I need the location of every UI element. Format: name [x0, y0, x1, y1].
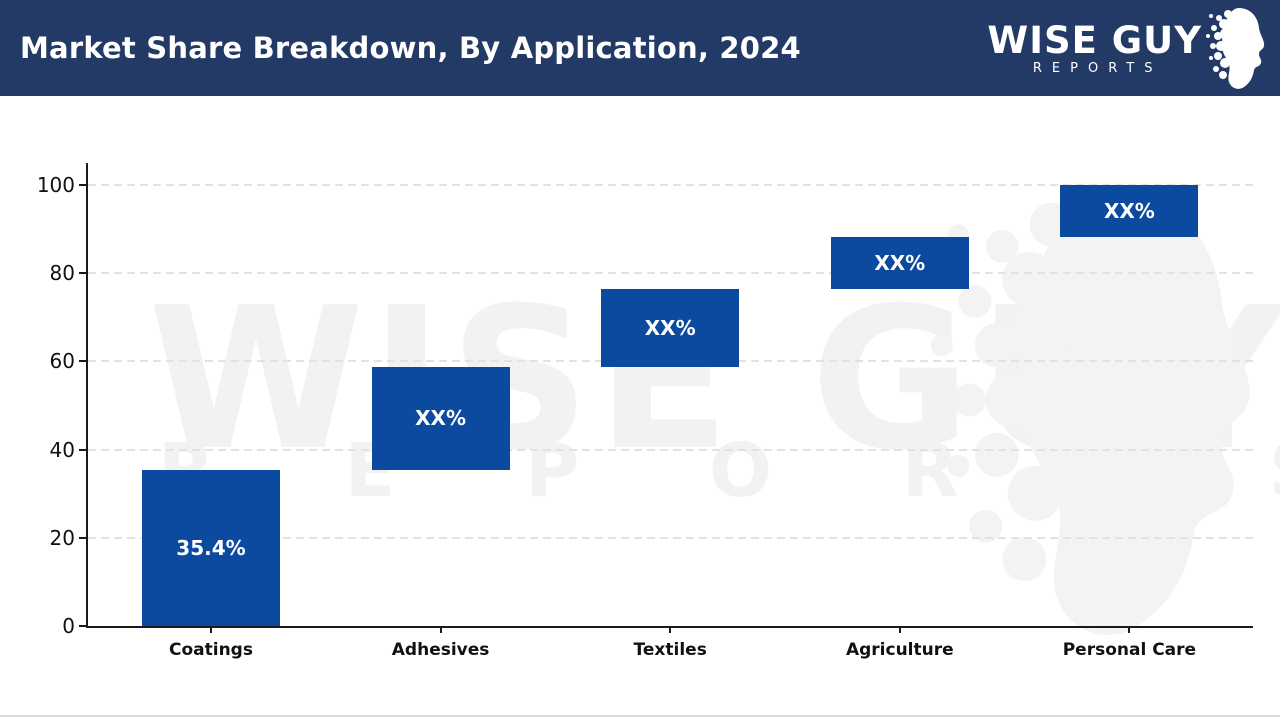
logo-subtitle: REPORTS	[1032, 60, 1163, 76]
header-bar: Market Share Breakdown, By Application, …	[0, 0, 1280, 96]
x-category-label: Coatings	[169, 640, 253, 660]
bar-agriculture: XX%	[830, 237, 969, 290]
x-category-label: Personal Care	[1062, 640, 1197, 660]
x-category-label: Agriculture	[845, 640, 954, 660]
y-tick-label: 60	[49, 349, 75, 374]
x-tick-mark	[439, 626, 442, 633]
gridline	[88, 272, 1253, 275]
bar-value-label: XX%	[415, 406, 467, 431]
bar-textiles: XX%	[601, 289, 740, 367]
y-tick-label: 0	[62, 614, 75, 638]
y-axis-line	[86, 163, 88, 628]
x-tick-mark	[898, 626, 901, 633]
gridline	[88, 184, 1253, 186]
logo-text: WISE GUY REPORTS	[987, 22, 1202, 75]
logo-wordmark: WISE GUY	[987, 18, 1202, 62]
x-tick-mark	[1128, 626, 1131, 633]
x-category-label: Adhesives	[391, 640, 490, 660]
gridline	[88, 448, 1253, 451]
bar-value-label: XX%	[644, 315, 696, 340]
y-tick-mark	[79, 625, 87, 627]
bottom-divider	[0, 715, 1280, 717]
x-tick-mark	[210, 626, 212, 633]
y-tick-label: 40	[49, 437, 75, 462]
y-tick-mark	[79, 184, 87, 186]
page-title: Market Share Breakdown, By Application, …	[20, 31, 801, 65]
bar-value-label: XX%	[1103, 199, 1155, 224]
gridline	[88, 536, 1253, 539]
bar-adhesives: XX%	[371, 366, 510, 470]
bar-personal-care: XX%	[1060, 185, 1199, 238]
y-tick-mark	[79, 536, 87, 539]
bar-value-label: XX%	[874, 251, 926, 276]
bar-coatings: 35.4%	[142, 469, 280, 626]
y-tick-label: 20	[49, 525, 75, 550]
x-tick-mark	[669, 626, 672, 633]
waterfall-chart: 0 20 40 60 80 100 35.4% XX% XX% XX% XX% Coatings Adh…	[0, 96, 1280, 716]
y-tick-label: 80	[49, 261, 75, 286]
y-tick-label: 100	[36, 173, 75, 197]
y-tick-mark	[79, 448, 87, 451]
y-tick-mark	[79, 360, 87, 363]
x-category-label: Textiles	[633, 640, 707, 660]
dotted-head-icon	[1206, 7, 1265, 89]
y-tick-mark	[79, 272, 87, 275]
x-axis-line	[86, 626, 1253, 628]
bar-value-label: 35.4%	[176, 535, 246, 560]
wise-guy-reports-logo: WISE GUY REPORTS	[987, 6, 1280, 90]
